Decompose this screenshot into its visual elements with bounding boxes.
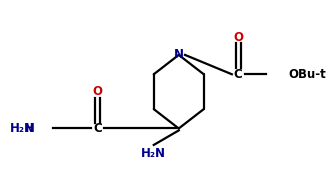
Text: O: O <box>233 31 243 44</box>
Text: H: H <box>25 122 35 135</box>
Text: H₂N: H₂N <box>10 122 35 135</box>
Text: C: C <box>93 122 102 135</box>
Text: C: C <box>234 68 243 81</box>
Text: H₂N: H₂N <box>141 147 166 160</box>
Text: O: O <box>93 85 103 98</box>
Text: N: N <box>174 48 184 61</box>
Text: OBu-t: OBu-t <box>288 68 326 81</box>
